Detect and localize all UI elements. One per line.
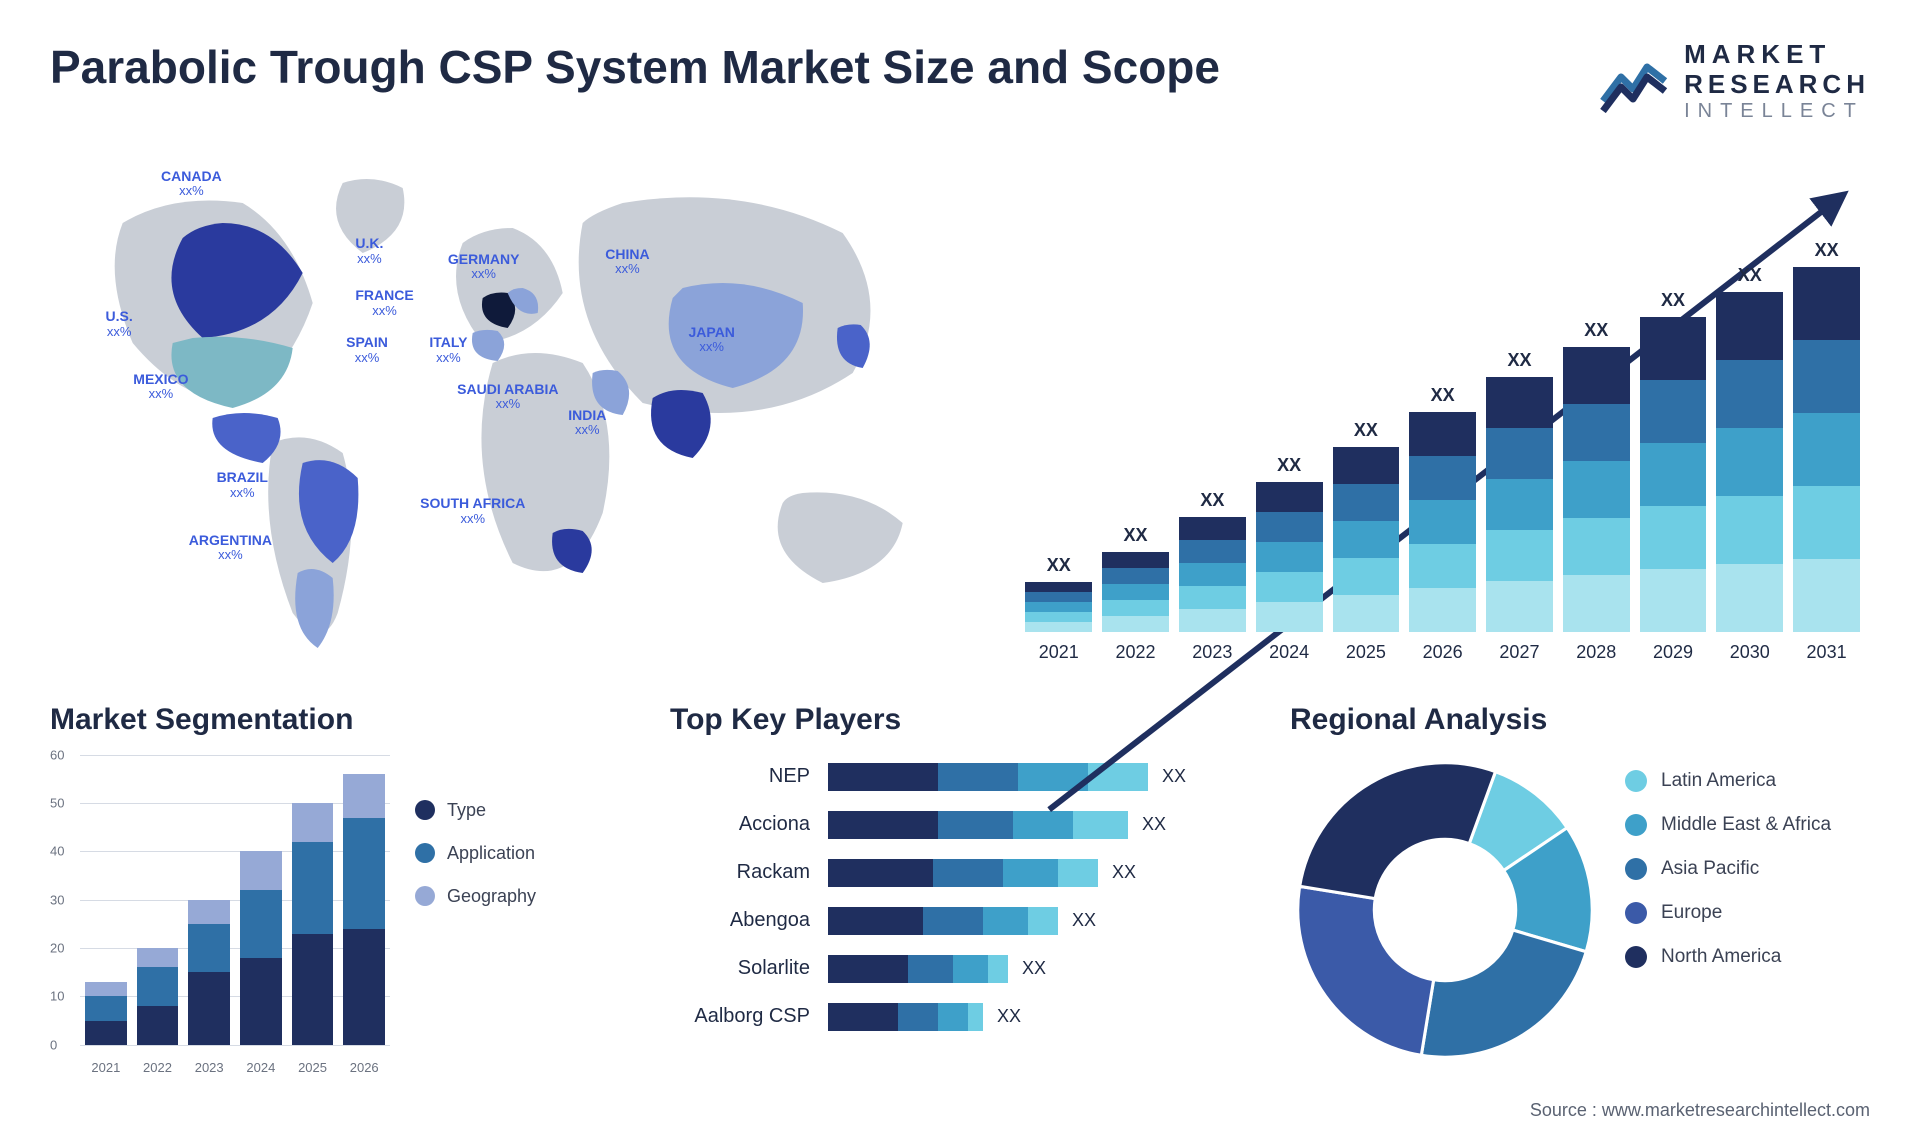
growth-value: XX bbox=[1047, 555, 1071, 576]
region-legend-middle-east-africa: Middle East & Africa bbox=[1625, 814, 1831, 836]
growth-value: XX bbox=[1507, 350, 1531, 371]
region-legend-north-america: North America bbox=[1625, 946, 1831, 968]
seg-bar-2024 bbox=[240, 851, 282, 1044]
growth-bar-2029: XX 2029 bbox=[1640, 290, 1707, 663]
growth-value: XX bbox=[1200, 490, 1224, 511]
map-label-u-s-: U.S.xx% bbox=[106, 309, 133, 339]
map-label-south-africa: SOUTH AFRICAxx% bbox=[420, 496, 525, 526]
page-title: Parabolic Trough CSP System Market Size … bbox=[50, 40, 1220, 94]
growth-bar-2031: XX 2031 bbox=[1793, 240, 1860, 663]
seg-legend-application: Application bbox=[415, 843, 536, 864]
players-section: Top Key Players NEP Acciona Rackam Abengoa S… bbox=[670, 703, 1250, 1123]
growth-value: XX bbox=[1277, 455, 1301, 476]
growth-year: 2021 bbox=[1039, 642, 1079, 663]
growth-year: 2024 bbox=[1269, 642, 1309, 663]
map-label-japan: JAPANxx% bbox=[689, 325, 735, 355]
header: Parabolic Trough CSP System Market Size … bbox=[50, 40, 1870, 123]
seg-bar-2025 bbox=[292, 803, 334, 1045]
growth-year: 2025 bbox=[1346, 642, 1386, 663]
source-text: Source : www.marketresearchintellect.com bbox=[1530, 1100, 1870, 1121]
growth-year: 2026 bbox=[1423, 642, 1463, 663]
map-label-france: FRANCExx% bbox=[355, 288, 413, 318]
seg-legend-geography: Geography bbox=[415, 886, 536, 907]
player-row-aalborg-csp: XX bbox=[828, 1003, 1250, 1031]
regional-legend: Latin America Middle East & Africa Asia Pa… bbox=[1625, 755, 1831, 968]
player-label: Solarlite bbox=[670, 955, 810, 983]
regional-donut bbox=[1290, 755, 1600, 1065]
growth-bar-2023: XX 2023 bbox=[1179, 490, 1246, 663]
players-title: Top Key Players bbox=[670, 703, 1250, 737]
growth-year: 2031 bbox=[1807, 642, 1847, 663]
world-map: CANADAxx% U.S.xx% MEXICOxx% BRAZILxx% ARGENT… bbox=[50, 143, 975, 663]
growth-bar-2027: XX 2027 bbox=[1486, 350, 1553, 663]
segmentation-legend: Type Application Geography bbox=[415, 755, 536, 1075]
player-label: Aalborg CSP bbox=[670, 1003, 810, 1031]
map-label-germany: GERMANYxx% bbox=[448, 252, 520, 282]
player-label: Rackam bbox=[670, 859, 810, 887]
growth-bar-2021: XX 2021 bbox=[1025, 555, 1092, 663]
seg-bar-2023 bbox=[188, 900, 230, 1045]
growth-value: XX bbox=[1661, 290, 1685, 311]
player-row-nep: XX bbox=[828, 763, 1250, 791]
region-legend-europe: Europe bbox=[1625, 902, 1831, 924]
growth-year: 2029 bbox=[1653, 642, 1693, 663]
seg-bar-2026 bbox=[343, 774, 385, 1045]
brand-logo: MARKET RESEARCH INTELLECT bbox=[1599, 40, 1870, 123]
growth-value: XX bbox=[1124, 525, 1148, 546]
growth-bar-2028: XX 2028 bbox=[1563, 320, 1630, 663]
growth-chart: XX 2021 XX 2022 XX 2023 XX 2024 XX 2025 XX 2026 XX 20… bbox=[1015, 143, 1870, 663]
player-row-abengoa: XX bbox=[828, 907, 1250, 935]
map-label-italy: ITALYxx% bbox=[429, 335, 467, 365]
growth-year: 2028 bbox=[1576, 642, 1616, 663]
regional-section: Regional Analysis Latin America Middle Ea… bbox=[1290, 703, 1870, 1123]
growth-bar-2022: XX 2022 bbox=[1102, 525, 1169, 663]
growth-value: XX bbox=[1584, 320, 1608, 341]
map-label-china: CHINAxx% bbox=[605, 247, 649, 277]
regional-title: Regional Analysis bbox=[1290, 703, 1870, 737]
growth-value: XX bbox=[1738, 265, 1762, 286]
growth-bar-2026: XX 2026 bbox=[1409, 385, 1476, 663]
map-label-saudi-arabia: SAUDI ARABIAxx% bbox=[457, 382, 558, 412]
brand-line1: MARKET bbox=[1684, 40, 1870, 70]
seg-bar-2022 bbox=[137, 948, 179, 1045]
growth-year: 2027 bbox=[1499, 642, 1539, 663]
growth-bar-2030: XX 2030 bbox=[1716, 265, 1783, 663]
growth-bar-2025: XX 2025 bbox=[1333, 420, 1400, 663]
map-label-canada: CANADAxx% bbox=[161, 169, 222, 199]
players-bars: XX XX XX XX XX XX bbox=[828, 755, 1250, 1031]
segmentation-title: Market Segmentation bbox=[50, 703, 630, 737]
players-labels: NEP Acciona Rackam Abengoa Solarlite Aalborg … bbox=[670, 755, 810, 1031]
player-row-solarlite: XX bbox=[828, 955, 1250, 983]
map-label-brazil: BRAZILxx% bbox=[217, 470, 268, 500]
growth-value: XX bbox=[1815, 240, 1839, 261]
map-label-india: INDIAxx% bbox=[568, 408, 606, 438]
growth-year: 2022 bbox=[1116, 642, 1156, 663]
growth-value: XX bbox=[1354, 420, 1378, 441]
segmentation-section: Market Segmentation 01020304050602021202… bbox=[50, 703, 630, 1123]
region-legend-latin-america: Latin America bbox=[1625, 770, 1831, 792]
map-label-u-k-: U.K.xx% bbox=[355, 236, 383, 266]
seg-bar-2021 bbox=[85, 982, 127, 1045]
growth-bar-2024: XX 2024 bbox=[1256, 455, 1323, 663]
player-label: NEP bbox=[670, 763, 810, 791]
brand-icon bbox=[1599, 49, 1669, 113]
player-label: Acciona bbox=[670, 811, 810, 839]
player-label: Abengoa bbox=[670, 907, 810, 935]
growth-year: 2030 bbox=[1730, 642, 1770, 663]
growth-year: 2023 bbox=[1192, 642, 1232, 663]
map-label-spain: SPAINxx% bbox=[346, 335, 388, 365]
brand-line2: RESEARCH bbox=[1684, 70, 1870, 100]
map-label-argentina: ARGENTINAxx% bbox=[189, 533, 272, 563]
player-row-rackam: XX bbox=[828, 859, 1250, 887]
segmentation-chart: 0102030405060202120222023202420252026 bbox=[50, 755, 390, 1075]
seg-legend-type: Type bbox=[415, 800, 536, 821]
brand-line3: INTELLECT bbox=[1684, 100, 1870, 123]
growth-value: XX bbox=[1431, 385, 1455, 406]
player-row-acciona: XX bbox=[828, 811, 1250, 839]
map-label-mexico: MEXICOxx% bbox=[133, 372, 188, 402]
region-legend-asia-pacific: Asia Pacific bbox=[1625, 858, 1831, 880]
